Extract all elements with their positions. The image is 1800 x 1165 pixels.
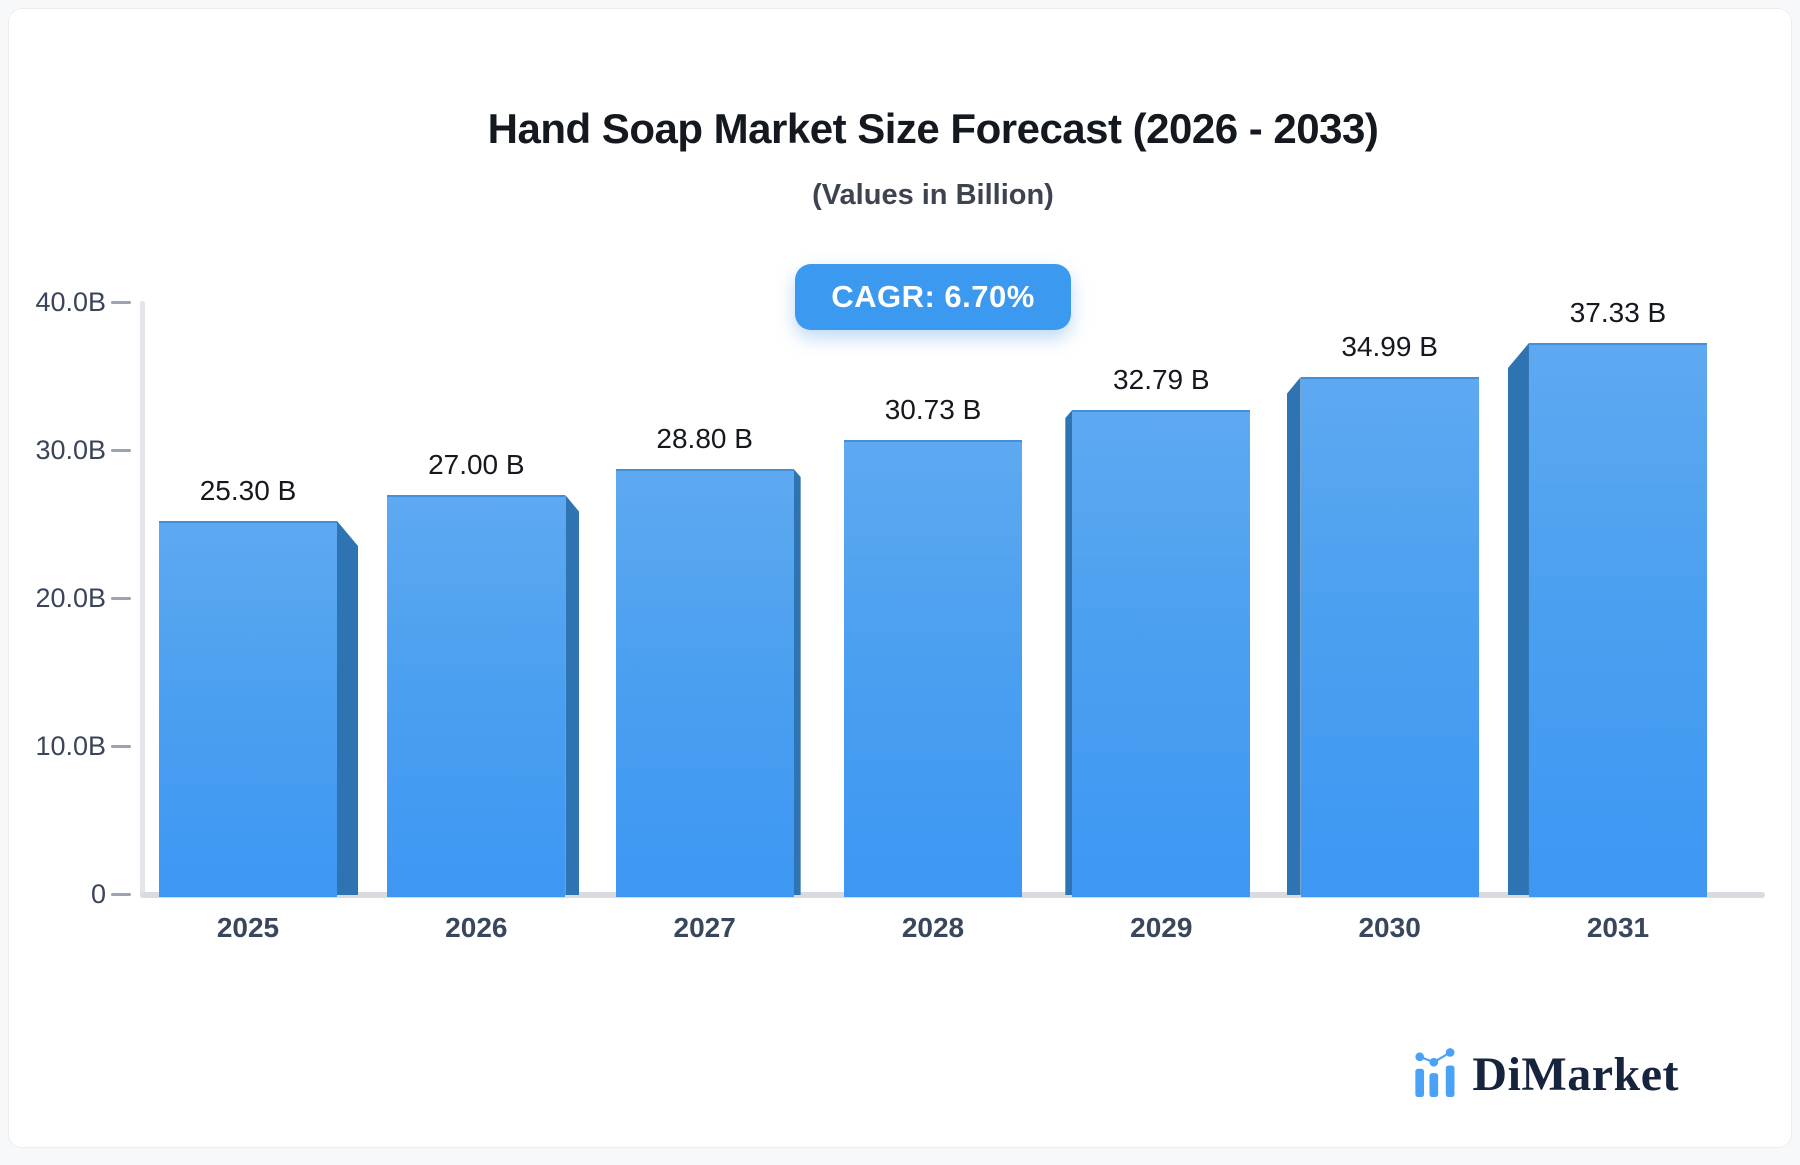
- x-axis-label-2026: 2026: [445, 912, 508, 943]
- bar-face: [1300, 377, 1479, 897]
- bar-2028: [843, 440, 1022, 897]
- bar-chart-plot-area: 0 10.0B 20.0B 30.0B 40.0B 25.30 B 2025 27.00 B 2…: [9, 9, 1800, 1165]
- y-tick-label-0: 0: [90, 879, 106, 909]
- y-tick-mark: [111, 745, 131, 748]
- y-tick-label-30: 30.0B: [35, 435, 106, 465]
- x-axis-label-2027: 2027: [673, 912, 736, 943]
- x-axis-label-2025: 2025: [216, 912, 280, 943]
- x-axis-label-2031: 2031: [1586, 912, 1650, 943]
- bar-face: [615, 469, 794, 897]
- bar-side-shade: [1286, 377, 1301, 895]
- bar-side-shade: [1507, 343, 1529, 895]
- bar-face: [159, 521, 337, 897]
- y-tick-mark: [111, 301, 131, 304]
- y-tick-mark: [111, 597, 131, 600]
- bar-value-label-2030: 34.99 B: [1341, 331, 1438, 362]
- cagr-badge: CAGR: 6.70%: [795, 264, 1071, 330]
- y-axis-line: [140, 301, 145, 898]
- bar-chart-dots-logo-icon: [1414, 1047, 1458, 1102]
- y-tick-mark: [111, 893, 131, 896]
- y-tick-label-20: 20.0B: [35, 583, 106, 613]
- bar-face: [1072, 410, 1251, 897]
- brand-logo: DiMarket: [1414, 1047, 1679, 1102]
- bar-2030: [1286, 377, 1479, 897]
- bar-face: [1528, 343, 1707, 897]
- y-tick-mark: [111, 449, 131, 452]
- x-axis-label-2029: 2029: [1130, 912, 1193, 943]
- x-axis-label-2028: 2028: [901, 912, 965, 943]
- bar-value-label-2029: 32.79 B: [1113, 364, 1210, 395]
- bar-value-label-2025: 25.30 B: [199, 475, 297, 506]
- bar-face: [843, 440, 1022, 897]
- chart-card: Hand Soap Market Size Forecast (2026 - 2…: [8, 8, 1792, 1148]
- chart-subtitle: (Values in Billion): [812, 179, 1054, 211]
- bar-side-shade: [793, 469, 801, 895]
- bar-value-label-2026: 27.00 B: [428, 449, 525, 480]
- bar-2025: [159, 521, 358, 897]
- bar-2029: [1065, 410, 1251, 897]
- cagr-badge-band: CAGR: 6.70%: [33, 264, 1800, 330]
- bar-side-shade: [565, 495, 580, 895]
- bar-side-shade: [337, 521, 358, 895]
- bar-value-label-2028: 30.73 B: [884, 394, 982, 425]
- bar-2031: [1507, 343, 1707, 897]
- bar-side-shade: [1065, 410, 1073, 895]
- bar-face: [387, 495, 566, 897]
- x-axis-label-2030: 2030: [1358, 912, 1421, 943]
- bar-value-label-2027: 28.80 B: [656, 423, 753, 454]
- bar-2027: [615, 469, 801, 897]
- chart-title: Hand Soap Market Size Forecast (2026 - 2…: [487, 105, 1379, 152]
- y-tick-label-40: 40.0B: [35, 287, 106, 317]
- y-tick-label-10: 10.0B: [35, 731, 106, 761]
- bar-value-label-2031: 37.33 B: [1569, 297, 1667, 328]
- bar-2026: [387, 495, 580, 897]
- brand-name: DiMarket: [1472, 1048, 1679, 1101]
